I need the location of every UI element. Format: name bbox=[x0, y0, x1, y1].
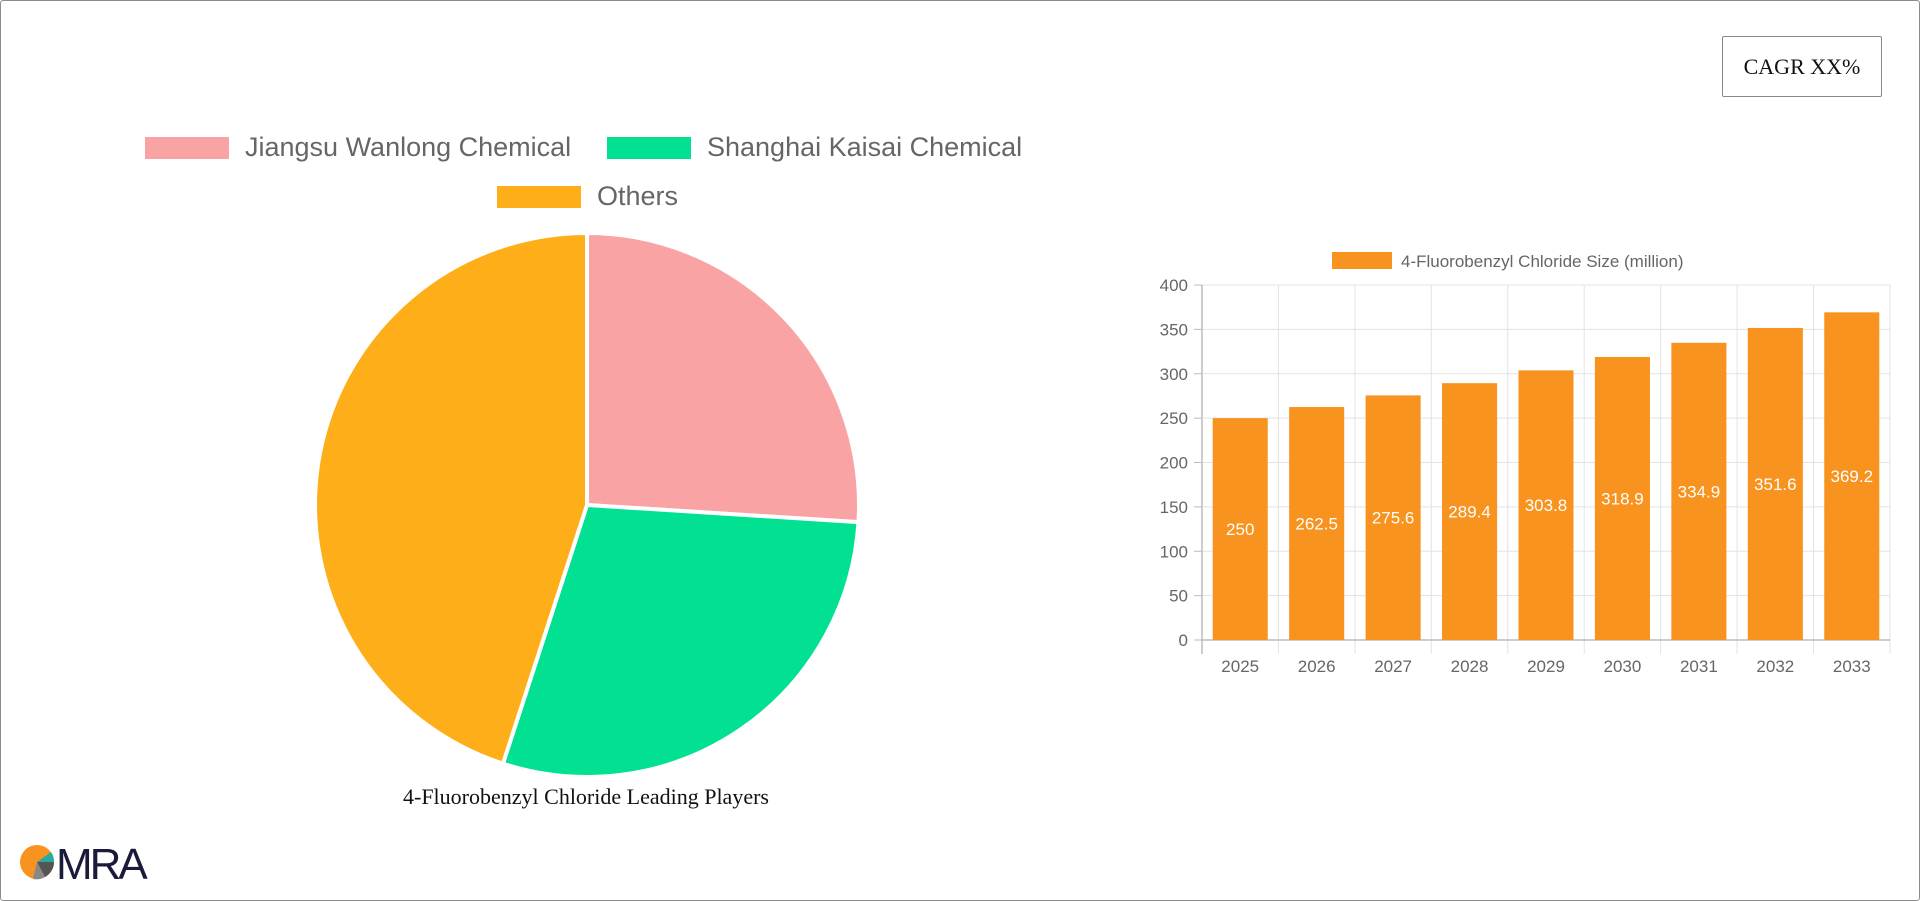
pie-legend-item-others[interactable]: Others bbox=[497, 181, 678, 212]
bar-2033[interactable] bbox=[1824, 312, 1880, 640]
mra-logo: MRA bbox=[20, 840, 151, 884]
y-tick-label: 300 bbox=[1160, 365, 1188, 384]
pie-legend-label-jiangsu: Jiangsu Wanlong Chemical bbox=[245, 132, 572, 162]
pie-legend-item-jiangsu[interactable]: Jiangsu Wanlong Chemical bbox=[145, 132, 571, 163]
x-tick-label: 2032 bbox=[1756, 657, 1794, 676]
pie-legend-label-shanghai: Shanghai Kaisai Chemical bbox=[707, 132, 1023, 162]
x-tick-label: 2027 bbox=[1374, 657, 1412, 676]
x-tick-label: 2031 bbox=[1680, 657, 1718, 676]
y-tick-label: 200 bbox=[1160, 454, 1188, 473]
bar-value-label: 334.9 bbox=[1678, 482, 1721, 501]
x-tick-label: 2030 bbox=[1604, 657, 1642, 676]
bar-2026[interactable] bbox=[1289, 407, 1345, 640]
cagr-badge: CAGR XX% bbox=[1722, 36, 1882, 97]
bar-legend-swatch bbox=[1332, 252, 1392, 269]
y-tick-label: 100 bbox=[1160, 542, 1188, 561]
pie-slice-0[interactable] bbox=[585, 231, 861, 525]
bar-2027[interactable] bbox=[1365, 395, 1421, 640]
bar-value-label: 351.6 bbox=[1754, 475, 1797, 494]
bar-value-label: 275.6 bbox=[1372, 509, 1415, 528]
pie-chart bbox=[313, 231, 861, 779]
bar-value-label: 262.5 bbox=[1295, 515, 1338, 534]
bar-value-label: 250 bbox=[1226, 520, 1254, 539]
y-tick-label: 250 bbox=[1160, 409, 1188, 428]
bar-2025[interactable] bbox=[1212, 418, 1268, 640]
pie-legend-item-shanghai[interactable]: Shanghai Kaisai Chemical bbox=[607, 132, 1022, 163]
pie-slice-2[interactable] bbox=[313, 231, 589, 766]
pie-legend-swatch-jiangsu bbox=[145, 136, 229, 159]
x-tick-label: 2025 bbox=[1221, 657, 1259, 676]
bar-2032[interactable] bbox=[1747, 327, 1803, 640]
bar-chart: 4-Fluorobenzyl Chloride Size (million) 0 5… bbox=[1160, 252, 1891, 676]
pie-legend-label-others: Others bbox=[597, 181, 679, 211]
pie-legend-swatch-others bbox=[497, 185, 581, 208]
bar-value-label: 369.2 bbox=[1831, 467, 1874, 486]
pie-chart-caption: 4-Fluorobenzyl Chloride Leading Players bbox=[403, 784, 769, 809]
y-tick-label: 350 bbox=[1160, 320, 1188, 339]
bar-2029[interactable] bbox=[1518, 370, 1574, 640]
bar-value-label: 289.4 bbox=[1448, 503, 1491, 522]
pie-legend-swatch-shanghai bbox=[607, 136, 691, 159]
x-tick-label: 2033 bbox=[1833, 657, 1871, 676]
x-tick-label: 2029 bbox=[1527, 657, 1565, 676]
bar-legend-label: 4-Fluorobenzyl Chloride Size (million) bbox=[1401, 252, 1684, 271]
bar-value-label: 303.8 bbox=[1525, 496, 1568, 515]
y-tick-label: 0 bbox=[1179, 631, 1188, 650]
bar-2031[interactable] bbox=[1671, 342, 1727, 640]
x-tick-label: 2026 bbox=[1298, 657, 1336, 676]
bar-legend-item[interactable]: 4-Fluorobenzyl Chloride Size (million) bbox=[1332, 252, 1684, 271]
y-tick-label: 400 bbox=[1160, 276, 1188, 295]
pie-slice-1[interactable] bbox=[500, 503, 861, 779]
bar-2030[interactable] bbox=[1594, 356, 1650, 640]
y-tick-label: 150 bbox=[1160, 498, 1188, 517]
bar-2028[interactable] bbox=[1442, 383, 1498, 640]
y-tick-label: 50 bbox=[1169, 587, 1188, 606]
x-tick-label: 2028 bbox=[1451, 657, 1489, 676]
bar-value-label: 318.9 bbox=[1601, 489, 1644, 508]
logo-text: MRA bbox=[56, 840, 148, 884]
